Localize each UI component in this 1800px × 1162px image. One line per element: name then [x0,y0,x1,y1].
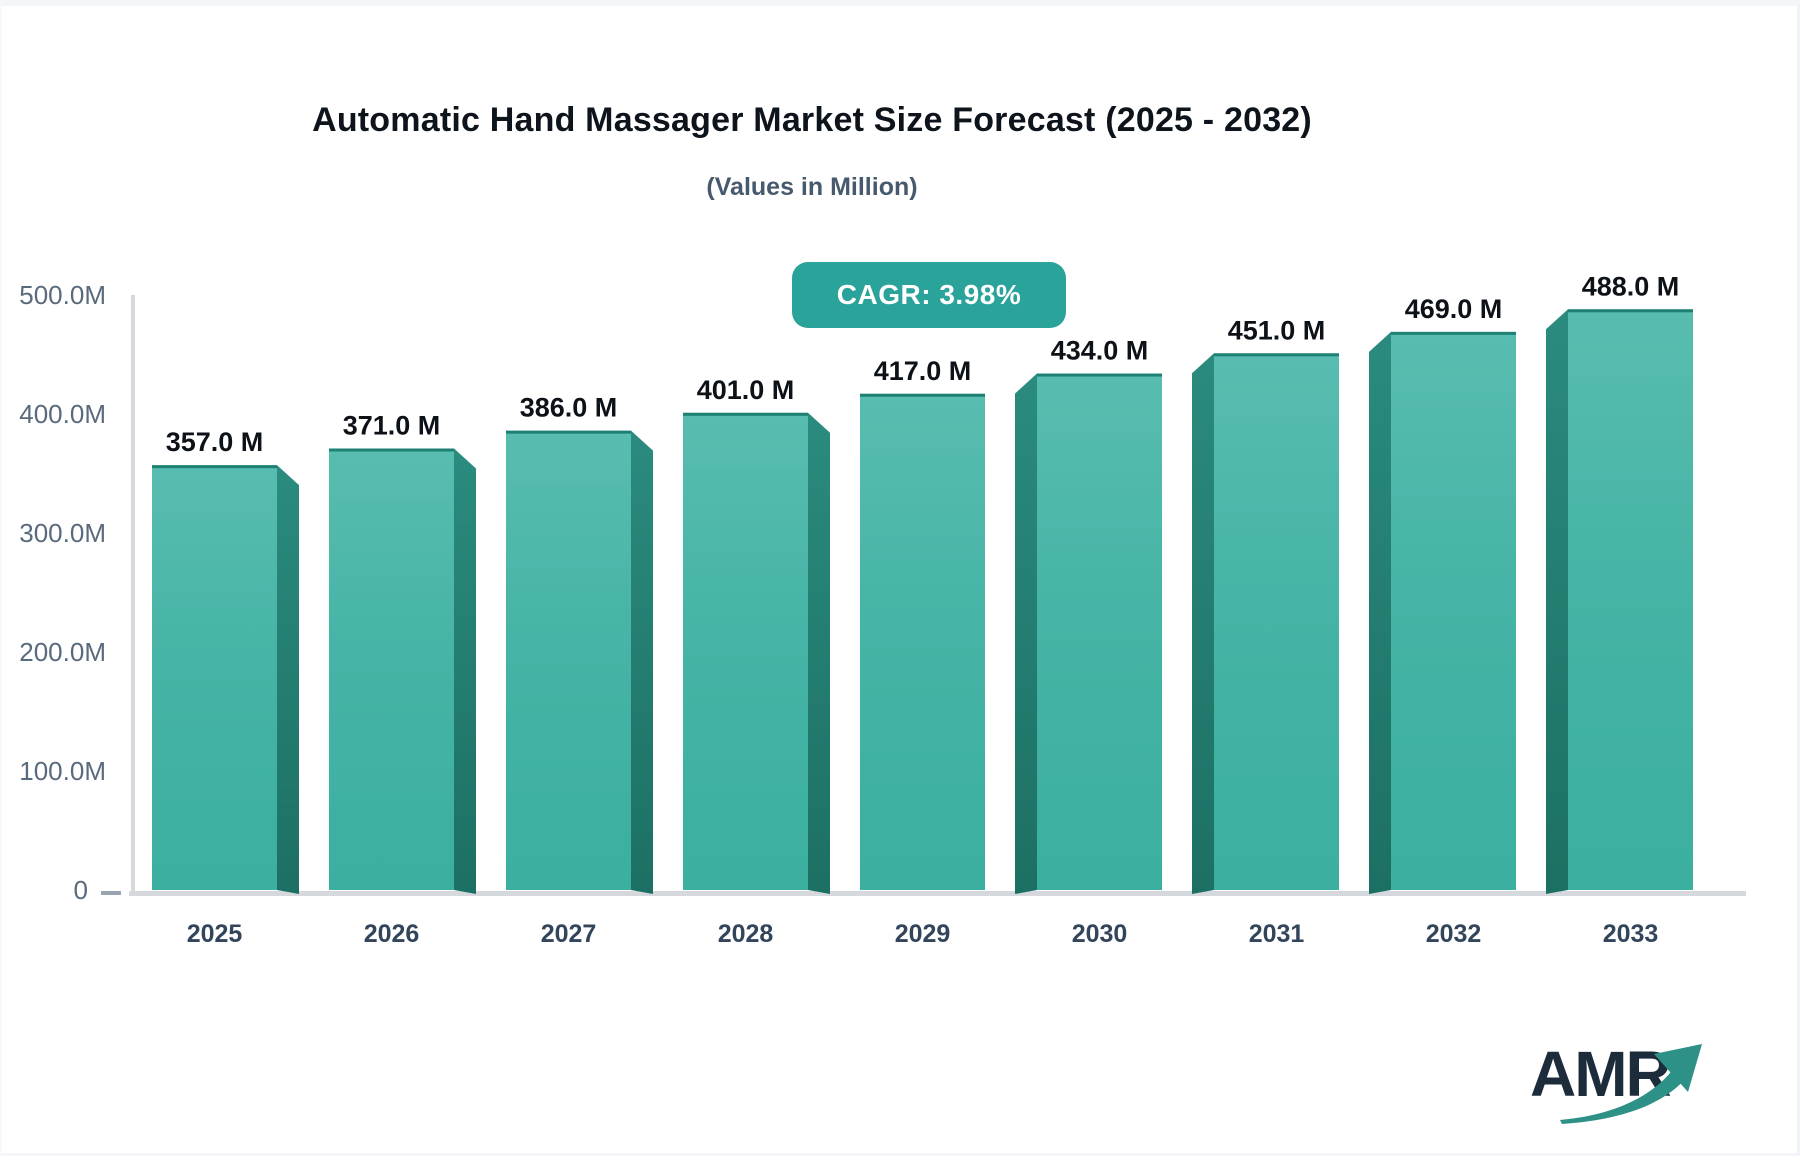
bar-top-edge [1391,331,1516,335]
chart-subtitle: (Values in Million) [706,173,918,201]
bar-side [1015,373,1037,894]
bar-group-2033: 488.0 M 2033 [1546,271,1693,948]
bar-top-edge [1568,309,1693,313]
x-tick-label: 2028 [718,920,774,948]
bar-value-label: 451.0 M [1228,315,1326,345]
bar-side [631,430,653,894]
bar-face [860,393,985,890]
bar-group-2029: 417.0 M 2029 [860,356,985,948]
y-axis-labels: 0 100.0M 200.0M 300.0M 400.0M 500.0M [19,280,106,905]
bar-top-edge [683,412,808,416]
logo-arrow-icon [1560,1044,1702,1124]
bar-group-2026: 371.0 M 2026 [329,411,476,948]
y-tick-label: 500.0M [19,280,106,310]
bar-group-2030: 434.0 M 2030 [1015,336,1162,948]
x-axis-line [129,891,1746,896]
chart-title: Automatic Hand Massager Market Size Fore… [312,101,1312,139]
x-tick-label: 2030 [1072,920,1128,948]
x-tick-label: 2033 [1603,920,1659,948]
bar-top-edge [152,465,277,469]
y-tick-label: 400.0M [19,399,106,429]
bar-value-label: 434.0 M [1051,336,1149,366]
x-tick-label: 2025 [187,920,243,948]
bar-group-2031: 451.0 M 2031 [1192,315,1339,948]
bar-face [1391,331,1516,890]
bar-face [152,465,277,890]
bar-value-label: 371.0 M [343,411,441,441]
bar-face [329,448,454,890]
bar-face [1037,373,1162,890]
y-axis-line [131,295,135,895]
bar-value-label: 401.0 M [697,375,795,405]
bar-side [454,448,476,894]
bar-side [1369,331,1391,894]
bar-top-edge [1037,373,1162,377]
y-tick-label: 100.0M [19,756,106,786]
x-tick-label: 2027 [541,920,597,948]
bar-group-2025: 357.0 M 2025 [152,427,299,948]
bar-group-2032: 469.0 M 2032 [1369,294,1516,948]
bar-value-label: 488.0 M [1582,271,1680,301]
bar-face [506,430,631,890]
bar-face [1214,353,1339,890]
bar-group-2027: 386.0 M 2027 [506,393,653,948]
bar-group-2028: 401.0 M 2028 [683,375,830,948]
bar-side [1192,353,1214,894]
bar-face [1568,309,1693,890]
bar-side [277,465,299,894]
bar-side [1546,309,1568,894]
bar-value-label: 469.0 M [1405,294,1503,324]
x-tick-label: 2031 [1249,920,1305,948]
y-tick-label: 0 [74,875,88,905]
bar-top-edge [506,430,631,434]
bar-top-edge [1214,353,1339,357]
bar-chart: 0 100.0M 200.0M 300.0M 400.0M 500.0M 357.0 M 20… [19,271,1746,948]
cagr-badge: CAGR: 3.98% [792,262,1066,328]
y-tick-label: 300.0M [19,518,106,548]
bar-top-edge [860,393,985,397]
axes [101,295,1746,896]
x-tick-label: 2026 [364,920,420,948]
bar-top-edge [329,448,454,452]
company-logo: AMR [1502,1006,1792,1156]
x-tick-label: 2029 [895,920,951,948]
bar-value-label: 417.0 M [874,356,972,386]
bar-side [808,412,830,894]
bar-value-label: 357.0 M [166,427,264,457]
y-tick-label: 200.0M [19,637,106,667]
zero-tick [101,891,121,895]
bar-value-label: 386.0 M [520,393,618,423]
x-tick-label: 2032 [1426,920,1482,948]
bar-face [683,412,808,890]
